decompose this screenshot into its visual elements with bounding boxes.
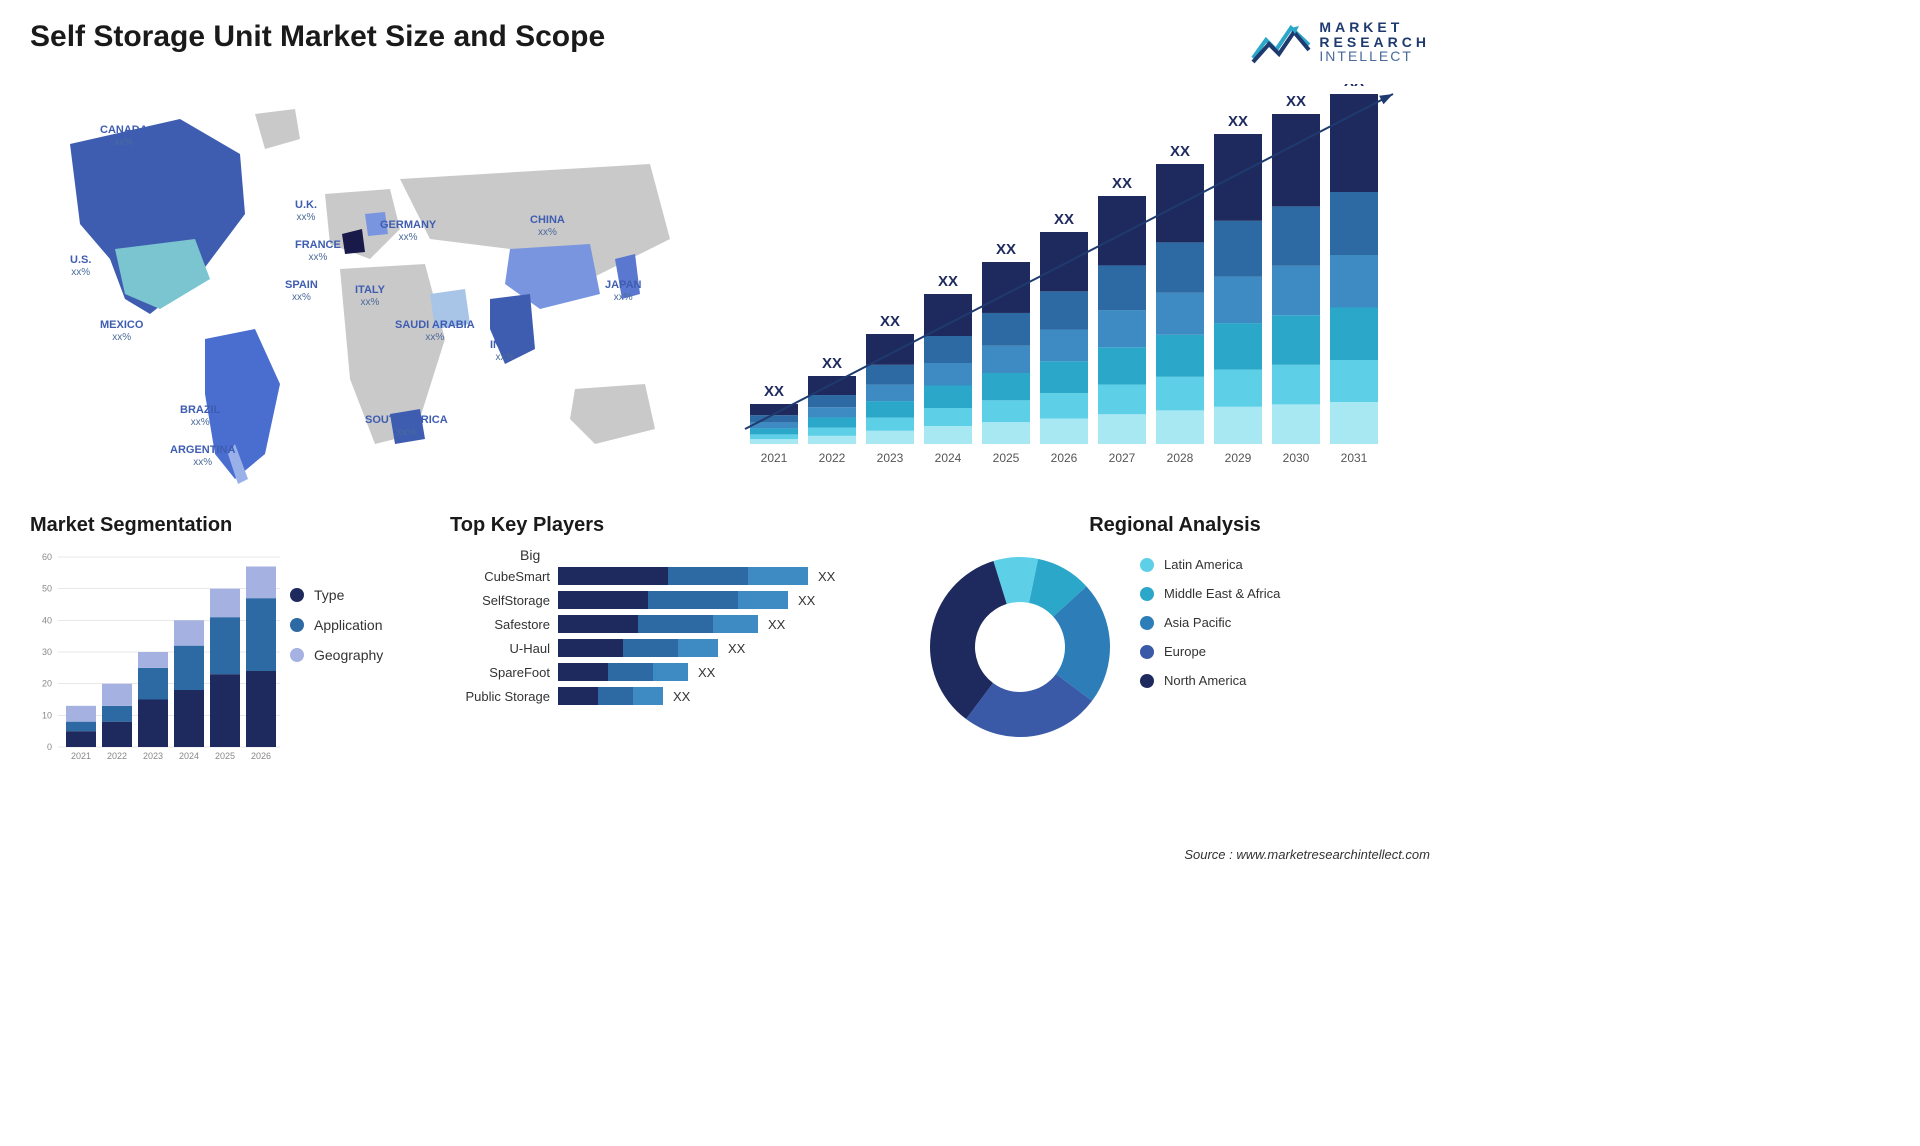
- map-label-japan: JAPANxx%: [605, 279, 641, 304]
- svg-text:2023: 2023: [143, 751, 163, 761]
- region-legend-asia-pacific: Asia Pacific: [1140, 615, 1280, 630]
- svg-text:2022: 2022: [107, 751, 127, 761]
- seg-legend-type: Type: [290, 587, 383, 603]
- region-legend-north-america: North America: [1140, 673, 1280, 688]
- logo-line-1: MARKET: [1319, 20, 1430, 35]
- map-label-italy: ITALYxx%: [355, 284, 385, 309]
- svg-text:2030: 2030: [1283, 451, 1310, 465]
- map-label-south-africa: SOUTH AFRICAxx%: [365, 414, 448, 439]
- svg-text:XX: XX: [938, 273, 958, 290]
- segmentation-chart: 0 10 20 30 40 50 60 2021 2022 2023 2024 2025 2026: [30, 547, 280, 767]
- svg-text:2026: 2026: [1051, 451, 1078, 465]
- svg-text:2024: 2024: [179, 751, 199, 761]
- segmentation-panel: Market Segmentation 0 10 20 30 40 50 60 2021 202…: [30, 514, 420, 977]
- svg-text:0: 0: [47, 742, 52, 752]
- brand-logo: MARKET RESEARCH INTELLECT: [1251, 20, 1430, 64]
- svg-text:2021: 2021: [71, 751, 91, 761]
- svg-text:2021: 2021: [761, 451, 788, 465]
- svg-text:XX: XX: [1112, 175, 1132, 192]
- svg-text:2022: 2022: [819, 451, 846, 465]
- svg-text:20: 20: [42, 679, 52, 689]
- key-players-title: Top Key Players: [450, 514, 890, 537]
- svg-text:XX: XX: [1170, 143, 1190, 160]
- map-label-brazil: BRAZILxx%: [180, 404, 220, 429]
- kp-row-selfstorage: SelfStorageXX: [450, 591, 890, 609]
- logo-line-3: INTELLECT: [1319, 49, 1430, 64]
- seg-legend-geography: Geography: [290, 647, 383, 663]
- kp-row-cubesmart: CubeSmartXX: [450, 567, 890, 585]
- region-legend-europe: Europe: [1140, 644, 1280, 659]
- map-label-canada: CANADAxx%: [100, 124, 148, 149]
- page-title: Self Storage Unit Market Size and Scope: [30, 20, 605, 54]
- segmentation-legend: Type Application Geography: [290, 587, 383, 767]
- svg-text:2024: 2024: [935, 451, 962, 465]
- key-players-panel: Top Key Players Big CubeSmartXX SelfStora…: [450, 514, 890, 977]
- regional-title: Regional Analysis: [920, 514, 1430, 537]
- regional-panel: Regional Analysis Latin America Middle Ea…: [920, 514, 1430, 977]
- svg-text:XX: XX: [1054, 211, 1074, 228]
- map-label-china: CHINAxx%: [530, 214, 565, 239]
- region-legend-latin-america: Latin America: [1140, 557, 1280, 572]
- regional-legend: Latin America Middle East & Africa Asia Pa…: [1140, 557, 1280, 688]
- svg-text:2027: 2027: [1109, 451, 1136, 465]
- segmentation-title: Market Segmentation: [30, 514, 420, 537]
- kp-row-public-storage: Public StorageXX: [450, 687, 890, 705]
- svg-text:2028: 2028: [1167, 451, 1194, 465]
- map-label-france: FRANCExx%: [295, 239, 341, 264]
- map-label-mexico: MEXICOxx%: [100, 319, 143, 344]
- svg-text:XX: XX: [880, 313, 900, 330]
- svg-text:40: 40: [42, 615, 52, 625]
- svg-text:2025: 2025: [215, 751, 235, 761]
- key-players-header: Big: [520, 547, 890, 563]
- region-legend-middle-east-africa: Middle East & Africa: [1140, 586, 1280, 601]
- svg-text:XX: XX: [822, 355, 842, 372]
- map-label-u.k.: U.K.xx%: [295, 199, 317, 224]
- map-label-spain: SPAINxx%: [285, 279, 318, 304]
- kp-row-safestore: SafestoreXX: [450, 615, 890, 633]
- world-map-panel: CANADAxx% U.S.xx% MEXICOxx% BRAZILxx% ARGENT…: [30, 84, 690, 484]
- regional-donut-chart: [920, 547, 1120, 747]
- svg-text:2031: 2031: [1341, 451, 1368, 465]
- map-label-u.s.: U.S.xx%: [70, 254, 91, 279]
- source-attribution: Source : www.marketresearchintellect.com: [1184, 847, 1430, 862]
- map-label-germany: GERMANYxx%: [380, 219, 436, 244]
- map-label-saudi-arabia: SAUDI ARABIAxx%: [395, 319, 475, 344]
- growth-stacked-bar-chart: XX 2021 XX 2022 XX 2023 XX 2024 XX 2025 XX 2026 XX 20…: [730, 84, 1410, 484]
- map-label-argentina: ARGENTINAxx%: [170, 444, 235, 469]
- svg-text:2029: 2029: [1225, 451, 1252, 465]
- svg-text:XX: XX: [1344, 84, 1364, 90]
- svg-text:XX: XX: [764, 383, 784, 400]
- kp-row-sparefoot: SpareFootXX: [450, 663, 890, 681]
- svg-text:2026: 2026: [251, 751, 271, 761]
- logo-line-2: RESEARCH: [1319, 35, 1430, 50]
- svg-text:2023: 2023: [877, 451, 904, 465]
- svg-text:10: 10: [42, 710, 52, 720]
- kp-row-u-haul: U-HaulXX: [450, 639, 890, 657]
- map-label-india: INDIAxx%: [490, 339, 520, 364]
- svg-text:2025: 2025: [993, 451, 1020, 465]
- svg-text:60: 60: [42, 552, 52, 562]
- svg-text:XX: XX: [1286, 93, 1306, 110]
- growth-chart-panel: XX 2021 XX 2022 XX 2023 XX 2024 XX 2025 XX 2026 XX 20…: [730, 84, 1430, 484]
- seg-legend-application: Application: [290, 617, 383, 633]
- svg-text:30: 30: [42, 647, 52, 657]
- svg-text:XX: XX: [1228, 113, 1248, 130]
- svg-text:XX: XX: [996, 241, 1016, 258]
- logo-icon: [1251, 20, 1311, 64]
- svg-text:50: 50: [42, 584, 52, 594]
